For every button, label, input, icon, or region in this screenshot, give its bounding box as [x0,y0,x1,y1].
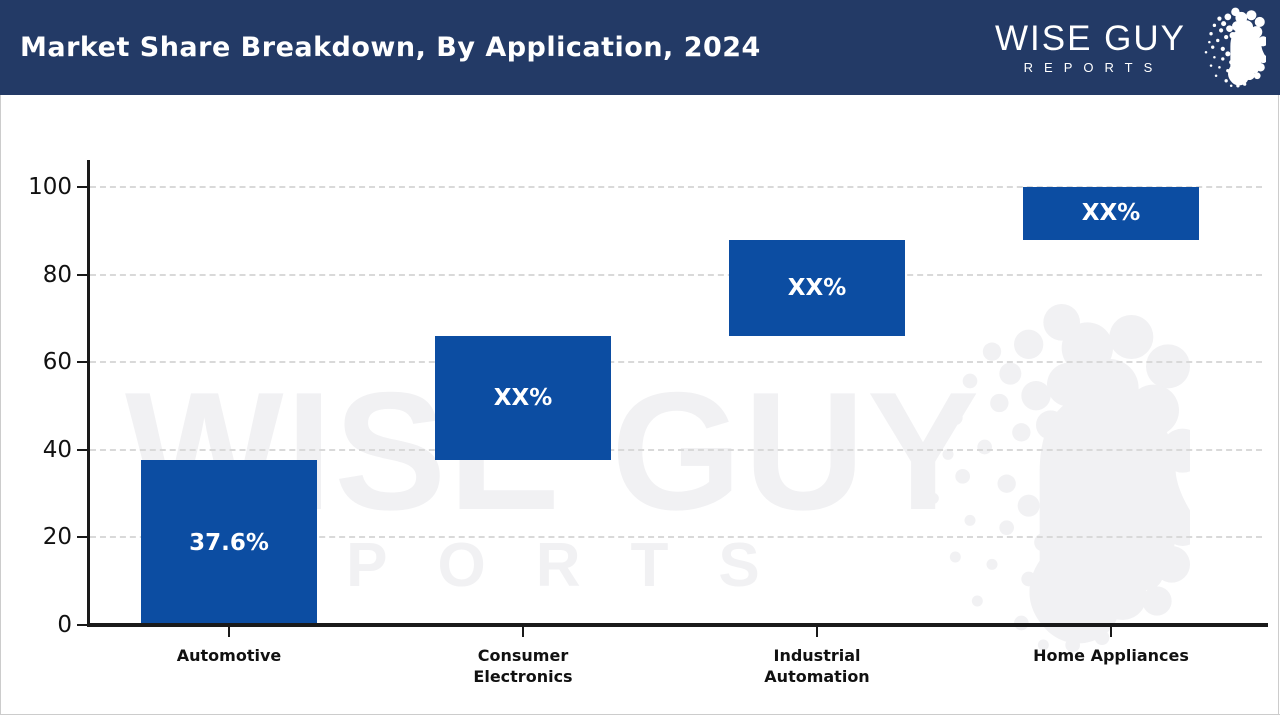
y-axis-tick-label: 60 [42,349,72,376]
bar-value-label: XX% [1081,200,1141,227]
y-axis-tick [77,624,87,626]
bar-automotive: 37.6% [141,460,317,625]
wiseguy-face-logo-icon [1204,7,1266,88]
frame-border-left [0,95,1,714]
y-axis-tick [77,536,87,539]
y-axis-tick [77,448,87,451]
wiseguy-logo: WISE GUY REPORTS [995,6,1266,90]
gridline-y60 [90,361,1262,364]
gridline-y20 [90,536,1262,539]
chart-title: Market Share Breakdown, By Application, … [20,32,761,63]
wiseguy-logo-text: WISE GUY REPORTS [995,21,1186,75]
waterfall-chart: 0 20 40 60 80 100 37.6% XX% XX% XX% Automotive Cons… [0,95,1280,714]
category-label-consumer: Consumer Electronics [473,646,573,686]
bar-consumer-electronics: XX% [435,335,611,461]
category-label-automotive: Automotive [176,646,282,665]
y-axis-tick-label: 0 [57,612,72,638]
bar-industrial-automation: XX% [729,239,905,336]
category-label-home appliances: Home Appliances [1033,646,1189,665]
gridline-y80 [90,273,1262,276]
y-axis-tick [77,361,87,364]
gridline-y40 [90,448,1262,451]
y-axis-tick-label: 100 [28,174,72,200]
logo-wordmark: WISE GUY [994,19,1186,58]
header-bar: Market Share Breakdown, By Application, … [0,0,1280,95]
y-axis-tick [77,186,87,188]
logo-subtext: REPORTS [1023,60,1164,75]
frame-border-bottom [0,714,1280,715]
x-axis-tick [228,627,230,637]
bar-value-label: 37.6% [189,529,269,556]
x-axis-tick [816,627,818,637]
x-axis-line [87,623,1268,627]
y-axis-tick-label: 20 [42,524,72,551]
gridline-y100 [90,186,1262,188]
category-label-industrial: Industrial Automation [764,646,870,686]
frame-border-right [1278,95,1279,714]
x-axis-tick [1110,627,1112,637]
y-axis-tick-label: 40 [42,436,72,463]
y-axis-tick-label: 80 [42,261,72,288]
bar-value-label: XX% [493,385,553,412]
y-axis-line [87,160,90,627]
x-axis-tick [522,627,524,637]
bar-value-label: XX% [787,274,847,301]
bar-home-appliances: XX% [1023,187,1199,240]
y-axis-tick [77,273,87,276]
